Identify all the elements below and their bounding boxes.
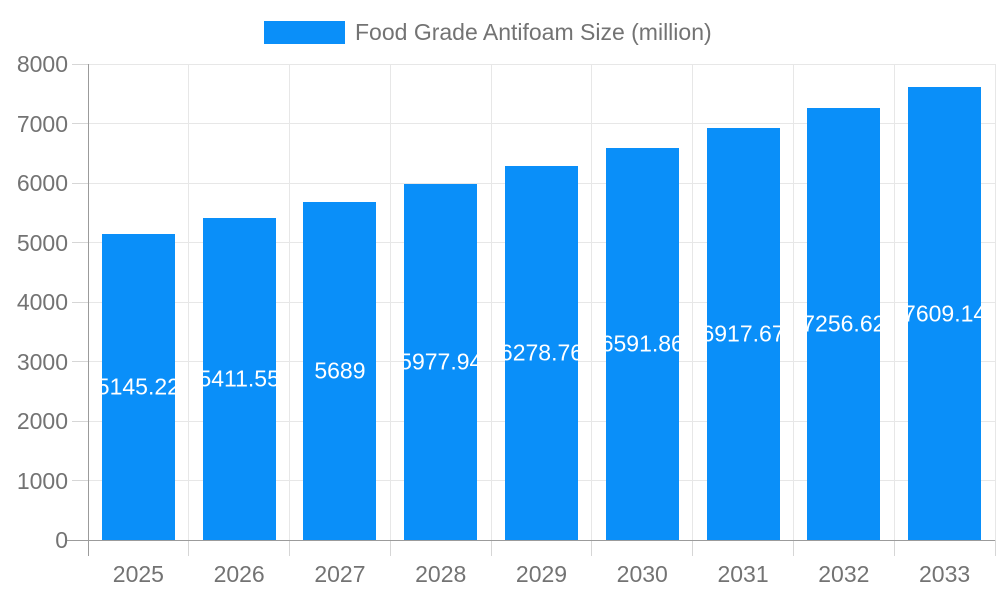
x-axis-label: 2025 — [112, 561, 164, 587]
vertical-gridline — [289, 64, 291, 540]
y-axis-label: 6000 — [16, 170, 68, 196]
bar-value-label: 6278.76 — [505, 339, 578, 366]
bar-value-label: 7609.14 — [908, 300, 982, 327]
legend-label: Food Grade Antifoam Size (million) — [355, 19, 712, 45]
y-axis-label: 5000 — [16, 229, 68, 256]
bar-value-label: 6917.67 — [706, 320, 780, 347]
vertical-gridline — [188, 64, 190, 540]
x-tick-mark — [893, 540, 895, 556]
x-tick-mark — [692, 540, 694, 556]
bar-2028[interactable]: 5977.94 — [404, 184, 478, 540]
x-axis-label: 2030 — [616, 561, 668, 587]
x-tick-mark — [792, 540, 794, 556]
vertical-gridline — [994, 64, 996, 540]
y-tick-mark — [72, 301, 88, 303]
horizontal-gridline — [88, 63, 995, 65]
x-tick-mark — [188, 540, 190, 556]
legend-swatch[interactable] — [264, 21, 345, 44]
bar-2033[interactable]: 7609.14 — [908, 87, 982, 540]
bar-value-label: 5689 — [314, 357, 366, 384]
x-axis-label: 2028 — [415, 561, 467, 587]
bar-2029[interactable]: 6278.76 — [505, 166, 578, 540]
bar-2026[interactable]: 5411.55 — [202, 218, 276, 540]
y-axis-label: 3000 — [16, 348, 68, 375]
bar-value-label: 7256.62 — [807, 310, 881, 337]
vertical-gridline — [591, 64, 593, 540]
vertical-gridline — [893, 64, 895, 540]
vertical-gridline — [792, 64, 794, 540]
x-axis-label: 2026 — [213, 561, 265, 587]
bar-value-label: 5145.22 — [101, 373, 175, 400]
y-axis-label: 4000 — [16, 289, 68, 315]
y-axis-label: 2000 — [16, 408, 68, 434]
bar-value-label: 5977.94 — [404, 348, 478, 375]
x-axis-label: 2029 — [515, 561, 568, 587]
y-axis-label: 0 — [55, 527, 68, 553]
bar-2032[interactable]: 7256.62 — [807, 108, 881, 540]
x-axis-label: 2031 — [717, 561, 769, 587]
x-tick-mark — [591, 540, 593, 556]
y-tick-mark — [72, 123, 88, 124]
x-tick-mark — [389, 540, 391, 556]
y-tick-mark — [72, 420, 88, 422]
x-tick-mark — [87, 540, 89, 556]
x-tick-mark — [289, 540, 291, 556]
y-axis-label: 1000 — [16, 467, 68, 494]
y-tick-mark — [72, 63, 88, 65]
bar-value-label: 6591.86 — [605, 330, 679, 357]
legend[interactable]: Food Grade Antifoam Size (million) — [264, 19, 712, 46]
x-axis-label: 2032 — [818, 561, 870, 587]
x-axis-label: 2033 — [919, 561, 971, 587]
x-axis-label: 2027 — [314, 561, 366, 587]
y-axis-label: 7000 — [16, 110, 68, 137]
y-tick-mark — [72, 361, 88, 362]
y-tick-mark — [72, 182, 88, 184]
bar-value-label: 5411.55 — [202, 365, 276, 392]
x-tick-mark — [490, 540, 492, 556]
x-tick-mark — [994, 540, 996, 556]
vertical-gridline — [490, 64, 492, 540]
bar-2031[interactable]: 6917.67 — [706, 128, 780, 540]
y-axis-line — [87, 64, 89, 556]
y-tick-mark — [72, 539, 88, 541]
vertical-gridline — [389, 64, 391, 540]
y-tick-mark — [72, 242, 88, 243]
bar-2025[interactable]: 5145.22 — [101, 233, 175, 540]
bar-2030[interactable]: 6591.86 — [605, 147, 679, 540]
y-tick-mark — [72, 480, 88, 481]
y-axis-label: 8000 — [16, 51, 68, 77]
vertical-gridline — [692, 64, 694, 540]
bar-2027[interactable]: 5689 — [303, 201, 377, 540]
